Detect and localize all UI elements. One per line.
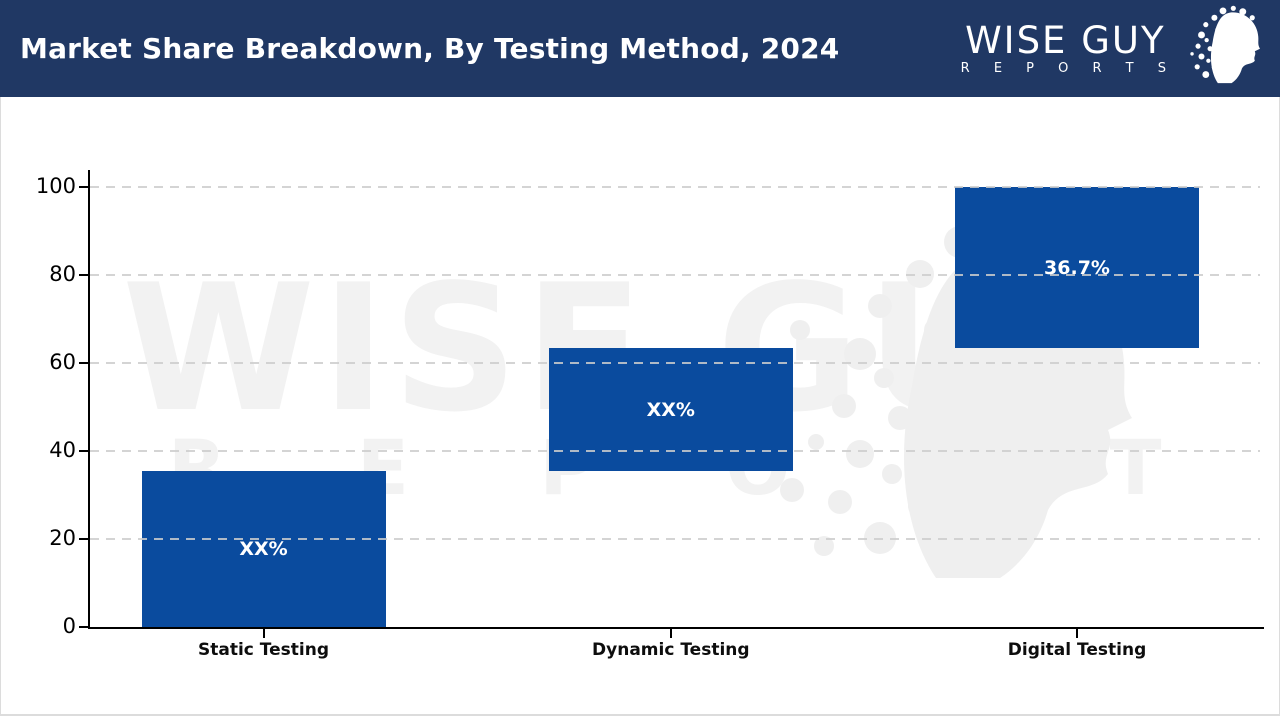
y-tick-label: 20 — [49, 526, 76, 550]
y-axis-spine — [88, 170, 90, 629]
x-category-label: Dynamic Testing — [592, 640, 750, 660]
bar-value-label: 36.7% — [1044, 256, 1110, 279]
y-tick-mark — [79, 538, 88, 540]
head-profile-dots-icon — [1180, 4, 1266, 94]
page-title: Market Share Breakdown, By Testing Metho… — [20, 32, 840, 65]
header-bar: Market Share Breakdown, By Testing Metho… — [0, 0, 1280, 97]
y-tick-label: 60 — [49, 350, 76, 374]
logo-wordmark: WISE GUY — [965, 19, 1166, 62]
y-tick-label: 40 — [49, 438, 76, 462]
logo-subtitle: R E P O R T S — [960, 61, 1176, 76]
x-tick-mark — [262, 629, 265, 638]
logo-text: WISE GUY R E P O R T S — [955, 22, 1176, 75]
plot-area: 0 20 40 60 80 100 XX% Static Testing XX% Dynamic … — [0, 97, 1280, 700]
bar-value-label: XX% — [239, 538, 288, 561]
gridline — [90, 274, 1260, 276]
y-tick-mark — [79, 450, 88, 452]
gridline — [90, 450, 1260, 452]
gridline — [90, 186, 1260, 188]
y-tick-mark — [79, 186, 88, 188]
footer-hairline — [0, 714, 1280, 716]
bar-static-testing — [141, 471, 386, 627]
x-category-label: Static Testing — [197, 640, 330, 660]
x-tick-mark — [669, 629, 672, 638]
y-tick-label: 80 — [49, 262, 76, 286]
bar-digital-testing — [955, 187, 1199, 349]
gridline — [90, 538, 1260, 540]
y-tick-label: 100 — [35, 174, 76, 198]
wise-guy-reports-logo: WISE GUY R E P O R T S — [955, 4, 1280, 94]
x-tick-mark — [1076, 629, 1078, 638]
y-tick-mark — [79, 274, 88, 276]
x-category-label: Digital Testing — [1007, 640, 1147, 660]
gridline — [90, 362, 1260, 364]
y-tick-mark — [79, 362, 88, 364]
y-tick-mark — [79, 626, 88, 628]
bar-value-label: XX% — [646, 398, 695, 421]
x-axis-spine — [88, 627, 1264, 629]
y-tick-label: 0 — [62, 614, 76, 638]
